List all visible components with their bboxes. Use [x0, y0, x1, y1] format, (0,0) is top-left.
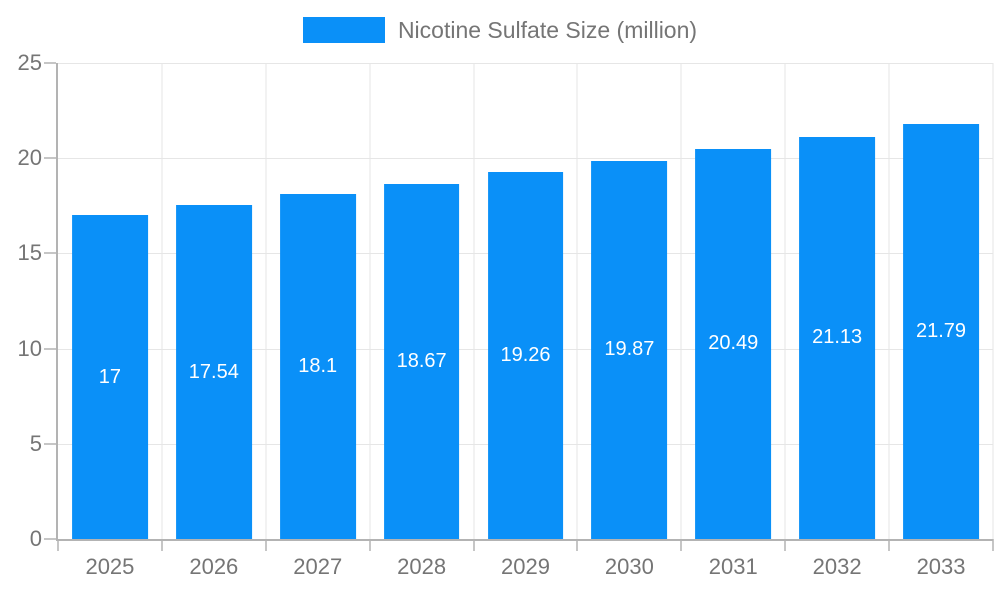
x-axis-category-label: 2028	[397, 554, 447, 579]
y-axis-tick-label: 15	[17, 240, 42, 266]
x-axis-tick	[472, 539, 475, 551]
bar-2029[interactable]: 19.26	[487, 172, 564, 539]
y-axis-tick-label: 0	[29, 526, 42, 551]
bar-value-label: 20.49	[708, 332, 759, 355]
x-axis-tick	[160, 539, 163, 551]
y-axis-tick	[44, 442, 56, 445]
horizontal-gridline	[58, 158, 993, 160]
y-axis-tick-label: 10	[17, 335, 42, 361]
vertical-gridline	[992, 63, 994, 539]
x-axis-category-label: 2030	[604, 554, 654, 579]
bar-2030[interactable]: 19.87	[591, 160, 668, 539]
bar-value-label: 21.13	[812, 326, 863, 349]
vertical-gridline	[680, 63, 682, 539]
plot-area: 0 5 10 15 20 25 17 2025 17.54 2026 18.1 2027 18.67 20…	[18, 50, 994, 579]
horizontal-gridline	[58, 63, 993, 64]
bar-2032[interactable]: 21.13	[799, 136, 876, 539]
bar-value-label: 18.67	[396, 349, 447, 372]
bar-2025[interactable]: 17	[72, 215, 148, 539]
x-axis-tick	[888, 539, 891, 551]
y-axis-tick	[44, 347, 56, 350]
bar-2027[interactable]: 18.1	[279, 194, 356, 539]
bar-value-label: 18.1	[298, 355, 338, 378]
bar-2033[interactable]: 21.79	[903, 124, 979, 539]
x-axis-tick	[992, 539, 994, 551]
legend-label: Nicotine Sulfate Size (million)	[397, 17, 698, 43]
x-axis-category-label: 2031	[708, 554, 758, 579]
vertical-gridline	[265, 63, 267, 539]
bar-2028[interactable]: 18.67	[383, 183, 460, 539]
y-axis-tick	[44, 252, 56, 255]
y-axis-tick	[44, 538, 56, 540]
bar-2031[interactable]: 20.49	[695, 148, 772, 539]
x-axis-tick	[57, 539, 59, 551]
x-axis-tick	[264, 539, 267, 551]
y-axis-tick-label: 5	[29, 430, 42, 456]
bar-2026[interactable]: 17.54	[175, 205, 252, 539]
y-axis-tick-label: 20	[17, 145, 42, 171]
x-axis-line	[56, 539, 993, 541]
x-axis-category-label: 2032	[812, 554, 862, 579]
vertical-gridline	[473, 63, 475, 539]
bar-value-label: 17	[98, 365, 122, 388]
vertical-gridline	[784, 63, 786, 539]
vertical-gridline	[888, 63, 890, 539]
legend-swatch-icon	[302, 17, 385, 43]
x-axis-category-label: 2027	[293, 554, 343, 579]
bar-value-label: 17.54	[188, 360, 239, 383]
x-axis-category-label: 2029	[501, 554, 550, 579]
y-axis-tick-label: 25	[17, 50, 42, 75]
y-axis-tick	[44, 157, 56, 160]
y-axis-tick	[44, 62, 56, 64]
x-axis-category-label: 2025	[85, 554, 135, 579]
vertical-gridline	[369, 63, 371, 539]
bar-value-label: 19.87	[604, 338, 655, 361]
x-axis-category-label: 2033	[916, 554, 966, 579]
x-axis-tick	[368, 539, 371, 551]
bar-value-label: 19.26	[500, 344, 551, 367]
vertical-gridline	[576, 63, 578, 539]
vertical-gridline	[161, 63, 163, 539]
chart-legend[interactable]: Nicotine Sulfate Size (million)	[0, 17, 1000, 43]
y-axis-line	[56, 63, 58, 539]
bar-value-label: 21.79	[916, 320, 967, 343]
x-axis-tick	[576, 539, 579, 551]
x-axis-tick	[784, 539, 787, 551]
x-axis-tick	[680, 539, 683, 551]
x-axis-category-label: 2026	[189, 554, 239, 579]
